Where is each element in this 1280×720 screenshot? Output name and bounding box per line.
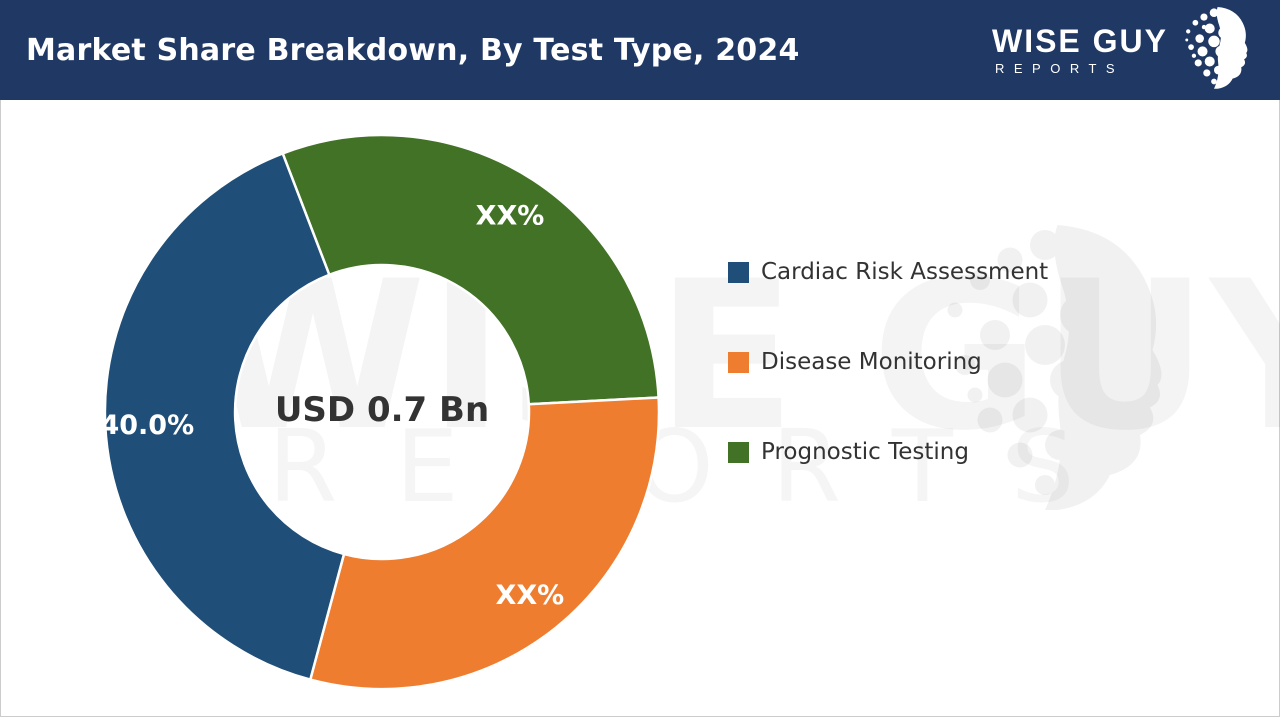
donut-segment-label: 40.0% — [102, 410, 194, 441]
dotted-face-icon — [1185, 7, 1248, 89]
donut-segment — [103, 152, 346, 681]
chart-legend: Cardiac Risk Assessment Disease Monitori… — [728, 258, 1048, 466]
donut-segment — [309, 396, 661, 691]
legend-item-cardiac-risk-assessment: Cardiac Risk Assessment — [728, 258, 1048, 286]
legend-swatch — [728, 261, 749, 283]
legend-swatch — [728, 441, 749, 463]
legend-item-prognostic-testing: Prognostic Testing — [728, 438, 1048, 466]
brand-subtitle: REPORTS — [994, 61, 1125, 76]
header-bar: Market Share Breakdown, By Test Type, 20… — [0, 0, 1280, 100]
donut-chart: XX% XX% 40.0% — [100, 132, 662, 692]
donut-segment — [281, 133, 660, 406]
brand-logo-text: WISE GUY REPORTS — [992, 25, 1168, 75]
legend-swatch — [728, 351, 749, 373]
page-title: Market Share Breakdown, By Test Type, 20… — [26, 32, 800, 68]
legend-label: Cardiac Risk Assessment — [761, 259, 1049, 285]
donut-center-value: USD 0.7 Bn — [274, 390, 490, 430]
legend-item-disease-monitoring: Disease Monitoring — [728, 348, 1048, 376]
donut-chart-svg: XX% XX% 40.0% — [100, 133, 661, 691]
legend-label: Prognostic Testing — [761, 439, 969, 465]
brand-logo: WISE GUY REPORTS — [992, 7, 1254, 93]
brand-name: WISE GUY — [991, 23, 1168, 59]
legend-label: Disease Monitoring — [761, 349, 982, 375]
donut-segment-label: XX% — [496, 580, 565, 611]
donut-segment-label: XX% — [476, 200, 545, 231]
